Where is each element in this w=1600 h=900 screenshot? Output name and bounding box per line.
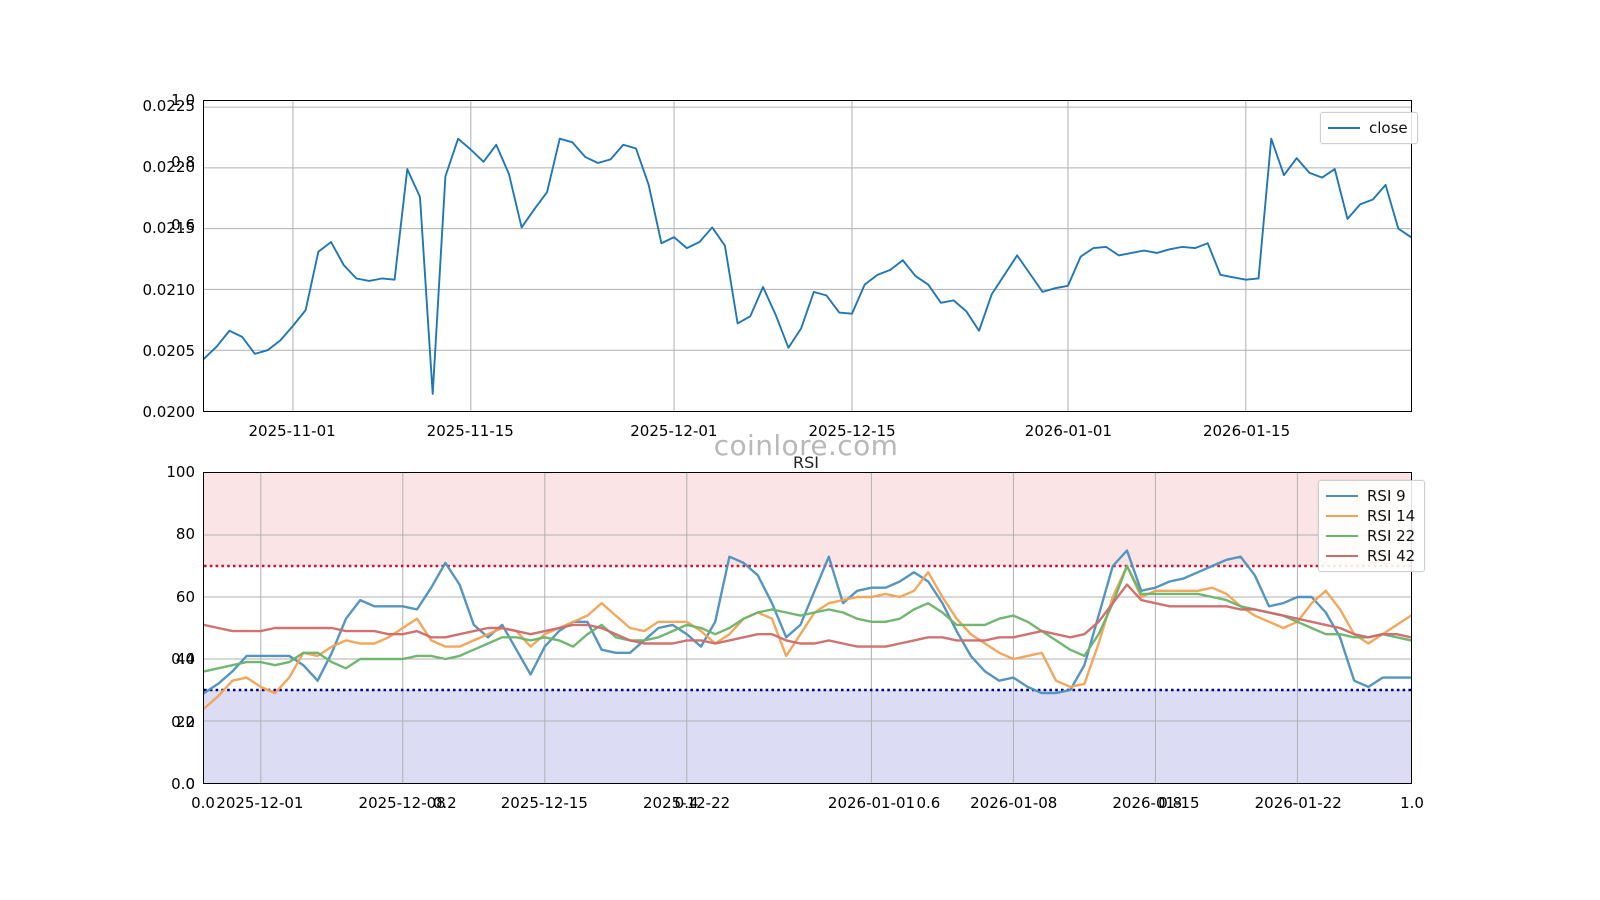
rsi-y-tick: 80 — [175, 525, 195, 544]
legend-line-icon — [1326, 535, 1358, 537]
price-x-tick: 2026-01-01 — [1024, 422, 1112, 440]
legend-item[interactable]: close — [1328, 118, 1408, 138]
legend-label: RSI 22 — [1367, 527, 1416, 545]
legend-label: RSI 14 — [1367, 507, 1416, 525]
legend-line-icon — [1326, 555, 1358, 557]
watermark: coinlore.com — [713, 429, 899, 462]
price-y-tick: 0.0205 — [142, 341, 196, 360]
rsi-x-tick: 2026-01-15 — [1112, 794, 1200, 812]
rsi-twin-x-tick: 0.8 — [1158, 794, 1183, 812]
rsi-x-tick: 2025-12-15 — [500, 794, 588, 812]
rsi-x-tick: 2026-01-08 — [970, 794, 1058, 812]
price-y-tick: 0.0220 — [142, 158, 196, 177]
price-x-tick: 2025-11-15 — [426, 422, 514, 440]
rsi-twin-x-tick: 0.0 — [191, 794, 215, 812]
price-x-tick: 2025-11-01 — [248, 422, 336, 440]
rsi-twin-x-tick: 1.0 — [1400, 794, 1424, 812]
legend-item[interactable]: RSI 14 — [1326, 506, 1415, 526]
rsi-legend[interactable]: RSI 9 RSI 14 RSI 22 RSI 42 — [1318, 480, 1426, 572]
legend-label: close — [1369, 119, 1408, 137]
rsi-twin-x-tick: 0.2 — [432, 794, 457, 812]
price-x-tick: 2026-01-15 — [1202, 422, 1291, 440]
price-y-tick: 0.0210 — [142, 280, 196, 299]
rsi-x-tick: 2026-01-01 — [827, 794, 916, 812]
price-twin-y-tick: 1.0 — [171, 91, 195, 109]
rsi-x-tick: 2025-12-01 — [216, 794, 304, 812]
rsi-plot-area — [204, 473, 1411, 783]
rsi-y-tick: 60 — [175, 587, 195, 606]
price-y-tick: 0.0200 — [142, 403, 196, 421]
price-y-tick: 0.0225 — [142, 97, 196, 116]
legend-item[interactable]: RSI 42 — [1326, 546, 1415, 566]
price-legend[interactable]: close — [1320, 112, 1418, 144]
price-twin-y-tick: 0.8 — [171, 153, 195, 172]
rsi-twin-x-tick: 0.6 — [916, 794, 941, 812]
rsi-chart-title: RSI — [793, 453, 819, 472]
rsi-twin-x-tick: 0.4 — [674, 794, 699, 812]
price-x-tick: 2025-12-15 — [808, 422, 896, 440]
legend-line-icon — [1326, 515, 1358, 517]
rsi-chart-panel — [203, 472, 1412, 784]
price-y-tick: 0.0215 — [142, 219, 196, 238]
rsi-x-tick: 2025-12-22 — [643, 794, 731, 812]
legend-item[interactable]: RSI 9 — [1326, 486, 1415, 506]
price-plot-area — [204, 101, 1411, 411]
rsi-y-tick: 20 — [175, 712, 195, 731]
price-chart-panel — [203, 100, 1412, 412]
rsi-y-tick: 0 — [185, 775, 195, 793]
rsi-twin-y-tick: 0.2 — [171, 712, 195, 731]
rsi-y-tick: 40 — [175, 650, 195, 669]
legend-line-icon — [1328, 127, 1360, 129]
legend-label: RSI 9 — [1367, 487, 1406, 505]
legend-item[interactable]: RSI 22 — [1326, 526, 1415, 546]
legend-label: RSI 42 — [1367, 547, 1416, 565]
price-twin-y-tick: 0.6 — [171, 215, 195, 234]
legend-line-icon — [1326, 495, 1358, 497]
rsi-x-tick: 2025-12-08 — [358, 794, 446, 812]
rsi-twin-y-tick: 0.4 — [171, 650, 195, 669]
rsi-twin-y-tick: 0.0 — [171, 775, 195, 793]
price-x-tick: 2025-12-01 — [630, 422, 718, 440]
rsi-x-tick: 2026-01-22 — [1254, 794, 1342, 812]
rsi-y-tick: 100 — [166, 463, 195, 481]
